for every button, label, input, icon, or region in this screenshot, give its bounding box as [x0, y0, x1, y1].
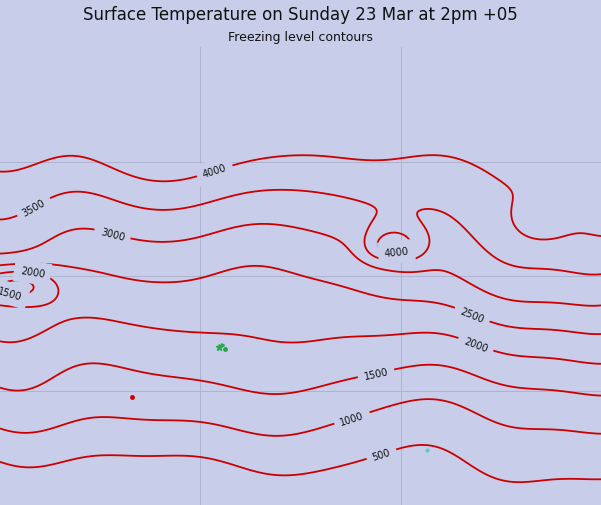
- Text: 2000: 2000: [20, 266, 46, 280]
- Text: 2000: 2000: [463, 336, 489, 354]
- Text: Freezing level contours: Freezing level contours: [228, 31, 373, 44]
- Text: 1500: 1500: [0, 286, 23, 302]
- Text: 1000: 1000: [339, 410, 365, 427]
- Text: 500: 500: [371, 446, 392, 462]
- Text: 3500: 3500: [20, 197, 47, 218]
- Text: 4000: 4000: [201, 163, 228, 180]
- Text: Surface Temperature on Sunday 23 Mar at 2pm +05: Surface Temperature on Sunday 23 Mar at …: [83, 7, 518, 24]
- Text: 2500: 2500: [459, 306, 486, 324]
- Text: 3000: 3000: [99, 226, 126, 242]
- Text: 1500: 1500: [363, 366, 389, 381]
- Text: 4000: 4000: [384, 246, 409, 259]
